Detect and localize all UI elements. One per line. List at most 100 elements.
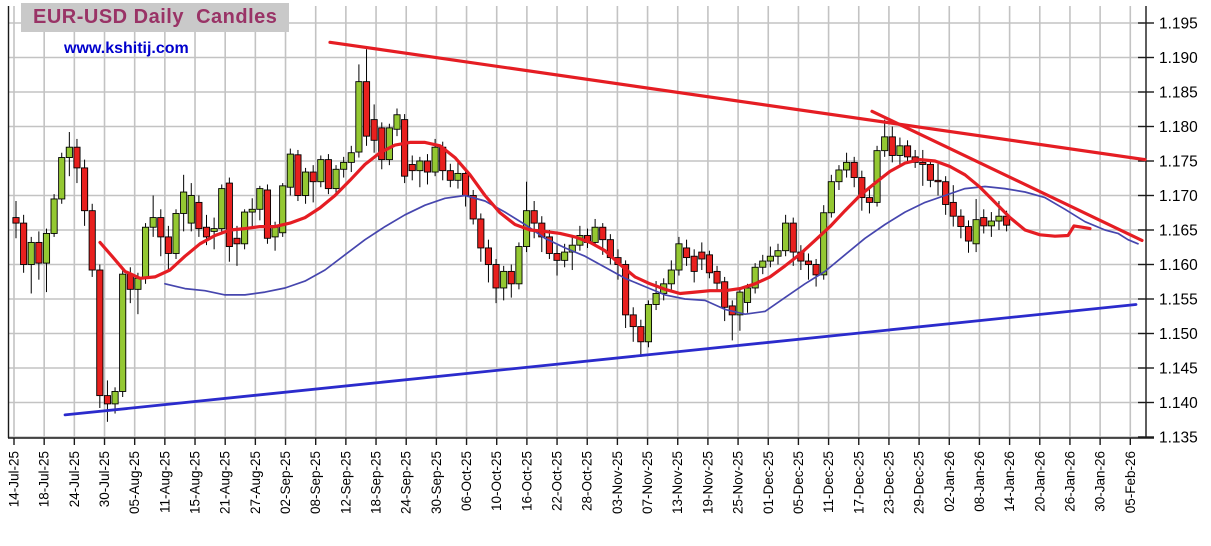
x-tick-label: 30-Jan-26: [1093, 451, 1108, 512]
candle-down: [309, 171, 317, 183]
y-tick-label: 1.145: [1159, 361, 1198, 378]
candle-up: [393, 114, 401, 130]
candle-down: [888, 136, 896, 156]
candle-down: [294, 154, 302, 196]
candle-down: [705, 254, 713, 274]
candle-down: [964, 226, 973, 242]
y-tick-label: 1.195: [1159, 16, 1198, 33]
candle-down: [622, 264, 630, 316]
candle-up: [286, 153, 294, 188]
candle-down: [401, 119, 409, 177]
x-tick-label: 30-Sep-25: [429, 451, 444, 514]
candle-up: [972, 219, 980, 245]
x-tick-label: 14-Jul-25: [7, 451, 22, 507]
candle-down: [484, 247, 492, 265]
resistance-trendline-short: [870, 109, 1144, 242]
candle-up: [271, 226, 279, 238]
candle-down: [903, 145, 912, 158]
candle-down: [530, 210, 538, 224]
candle-up: [782, 222, 790, 252]
candle-up: [58, 157, 66, 200]
candle-up: [431, 146, 439, 173]
candle-down: [812, 264, 820, 276]
candle-down: [370, 119, 378, 141]
grid-lines: [8, 6, 1144, 438]
candle-up: [42, 232, 51, 264]
candle-up: [987, 220, 995, 227]
candle-down: [980, 217, 988, 227]
x-tick-label: 25-Nov-25: [731, 451, 746, 514]
candle-up: [119, 273, 127, 392]
candles: [12, 49, 1011, 422]
x-tick-label: 05-Feb-26: [1123, 451, 1138, 513]
candle-down: [477, 218, 485, 249]
candle-down: [195, 201, 203, 230]
candle-down: [88, 210, 96, 271]
candle-up: [743, 287, 752, 303]
candle-up: [835, 169, 843, 183]
support-trendline: [63, 303, 1138, 417]
x-tick-label: 20-Jan-26: [1032, 451, 1047, 512]
candle-down: [858, 177, 866, 199]
candle-down: [446, 170, 454, 181]
fast-moving-average: [98, 140, 1092, 296]
y-tick-label: 1.165: [1159, 223, 1198, 240]
x-tick-label: 11-Aug-25: [157, 451, 172, 513]
y-tick-label: 1.135: [1159, 430, 1198, 447]
x-tick-label: 14-Jan-26: [1002, 451, 1017, 512]
candle-up: [210, 228, 218, 232]
candle-down: [553, 253, 561, 261]
candle-up: [454, 172, 462, 181]
x-tick-label: 01-Dec-25: [761, 451, 776, 514]
candle-down: [378, 127, 386, 161]
candle-up: [759, 260, 767, 268]
candle-down: [804, 260, 813, 265]
candle-up: [355, 81, 363, 153]
y-tick-label: 1.160: [1159, 257, 1198, 274]
candle-down: [362, 81, 371, 137]
candle-up: [568, 244, 576, 253]
candle-down: [850, 161, 858, 179]
candle-down: [35, 241, 43, 264]
x-tick-label: 22-Oct-25: [550, 451, 565, 511]
candle-up: [218, 188, 226, 230]
x-tick-label: 24-Sep-25: [399, 451, 414, 514]
x-tick-label: 30-Jul-25: [97, 451, 112, 507]
y-tick-label: 1.175: [1159, 154, 1198, 171]
candle-up: [667, 269, 675, 285]
candle-down: [263, 189, 272, 239]
x-tick-label: 02-Sep-25: [278, 451, 293, 514]
x-tick-label: 17-Dec-25: [851, 451, 866, 514]
chart-title: EUR-USD Daily Candles: [33, 6, 278, 28]
candle-up: [515, 246, 523, 285]
candle-up: [751, 266, 759, 289]
x-tick-label: 27-Aug-25: [248, 451, 263, 514]
candle-up: [385, 127, 393, 161]
candle-up: [111, 391, 119, 405]
y-tick-label: 1.180: [1159, 119, 1198, 136]
candle-down: [683, 247, 691, 259]
candle-up: [65, 146, 73, 158]
candle-down: [713, 270, 721, 284]
candle-up: [302, 171, 310, 196]
candle-up: [766, 255, 774, 262]
x-tick-label: 13-Nov-25: [670, 451, 685, 514]
x-tick-label: 03-Nov-25: [610, 451, 625, 514]
x-tick-label: 08-Sep-25: [308, 451, 323, 514]
x-tick-label: 15-Aug-25: [188, 451, 203, 514]
candle-down: [157, 217, 165, 238]
x-tick-label: 19-Nov-25: [700, 451, 715, 514]
x-tick-label: 16-Oct-25: [519, 451, 534, 511]
candle-up: [995, 215, 1003, 222]
candle-up: [644, 304, 653, 343]
x-tick-label: 07-Nov-25: [640, 451, 655, 514]
candle-down: [690, 255, 698, 272]
candle-up: [340, 161, 348, 170]
candle-up: [187, 195, 195, 224]
candle-down: [408, 163, 416, 172]
candle-down: [164, 236, 172, 254]
candle-down: [865, 197, 873, 203]
candle-down: [462, 172, 470, 196]
candle-down: [698, 251, 706, 260]
